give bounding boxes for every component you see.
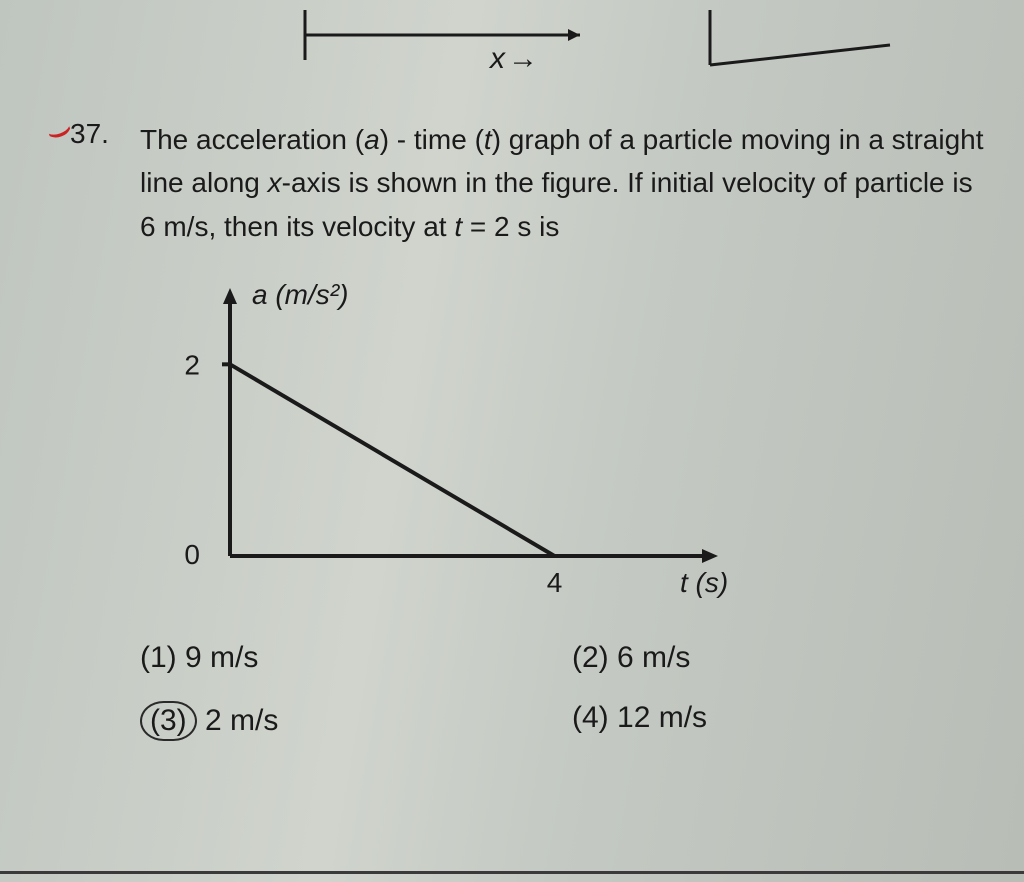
pen-tick-icon: ⌣ [39,105,79,156]
page: x → ⌣ 37. The acceleration (a) - time (t… [0,0,1024,882]
previous-figure-fragment: x → [70,10,984,100]
option-text: 2 m/s [197,704,279,737]
svg-text:2: 2 [184,350,200,381]
option-text: 6 m/s [609,641,691,674]
prev-figure-svg: x → [70,10,970,100]
option-number: (4) [572,701,609,734]
answer-options: (1) 9 m/s (2) 6 m/s (3) 2 m/s (4) 12 m/s [140,641,984,741]
svg-text:a (m/s²): a (m/s²) [252,279,348,310]
qt-x: x [268,167,282,198]
qt-tvar: t [454,211,462,242]
option-text: 9 m/s [177,641,259,674]
svg-text:4: 4 [547,567,563,598]
option-number: (1) [140,641,177,674]
acceleration-time-graph: a (m/s²) 2 0 4 t (s) [140,256,760,616]
prev-x-label: x [488,42,506,75]
svg-text:0: 0 [184,539,200,570]
option-2[interactable]: (2) 6 m/s [572,641,984,675]
option-number: (3) [140,701,197,741]
qt-1: The acceleration ( [140,124,364,155]
prev-arrow-label: → [508,42,538,75]
qt-t: t [484,124,492,155]
qt-5: = 2 s is [462,211,559,242]
svg-text:t (s): t (s) [680,567,728,598]
qt-2: ) - time ( [380,124,484,155]
question-row: ⌣ 37. The acceleration (a) - time (t) gr… [70,118,984,248]
question-number: ⌣ 37. [70,118,140,150]
option-3[interactable]: (3) 2 m/s [140,701,552,741]
graph-container: a (m/s²) 2 0 4 t (s) [140,256,984,623]
option-text: 12 m/s [609,701,707,734]
option-1[interactable]: (1) 9 m/s [140,641,552,675]
page-bottom-border [0,871,1024,874]
option-4[interactable]: (4) 12 m/s [572,701,984,741]
option-number: (2) [572,641,609,674]
question-text: The acceleration (a) - time (t) graph of… [140,118,984,248]
qt-a: a [364,124,380,155]
